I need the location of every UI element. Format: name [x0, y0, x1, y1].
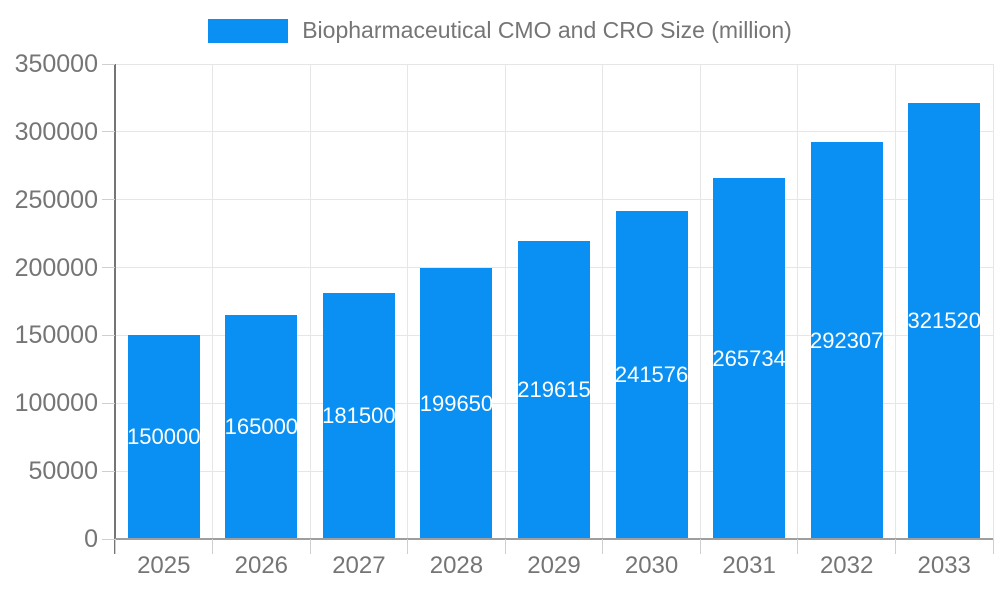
- y-gridline: [115, 131, 993, 133]
- x-gridline: [309, 64, 311, 539]
- x-gridline: [407, 64, 409, 539]
- bar-value-label: 181500: [322, 402, 395, 428]
- x-gridline: [212, 64, 214, 539]
- bar: 265734: [713, 178, 786, 539]
- x-tick: [212, 539, 214, 554]
- x-tick-label: 2026: [234, 552, 289, 579]
- x-tick: [992, 539, 994, 554]
- y-tick-label: 300000: [14, 117, 98, 146]
- y-gridline: [115, 63, 993, 65]
- x-tick-label: 2029: [527, 552, 581, 579]
- bar-value-label: 199650: [420, 390, 493, 416]
- bar: 219615: [518, 240, 590, 539]
- bar-value-label: 150000: [127, 424, 200, 450]
- bar-value-label: 321520: [908, 307, 981, 333]
- y-tick: [102, 538, 115, 540]
- y-tick-label: 350000: [14, 50, 98, 78]
- x-gridline: [699, 64, 701, 539]
- x-tick-label: 2032: [819, 552, 874, 579]
- y-tick-label: 100000: [14, 389, 98, 418]
- bar: 181500: [322, 292, 395, 539]
- x-gridline: [894, 64, 896, 539]
- bar: 199650: [420, 268, 493, 539]
- y-tick-label: 0: [84, 525, 98, 553]
- x-tick: [894, 539, 896, 554]
- y-tick: [102, 334, 115, 336]
- x-gridline: [992, 64, 994, 539]
- bar-value-label: 292307: [810, 327, 883, 353]
- x-tick-label: 2031: [722, 552, 776, 579]
- x-tick: [114, 539, 116, 554]
- x-tick-label: 2027: [332, 552, 386, 579]
- plot-area: 150000 165000 181500 199650 219615 241576 2657…: [115, 63, 994, 539]
- y-axis-line: [114, 64, 116, 554]
- y-tick-label: 150000: [14, 321, 98, 350]
- x-tick: [309, 539, 311, 554]
- bar-value-label: 165000: [225, 414, 298, 440]
- y-gridline: [115, 199, 993, 201]
- bar: 241576: [615, 211, 688, 539]
- x-tick-label: 2028: [429, 552, 484, 579]
- y-tick-label: 50000: [28, 457, 98, 486]
- x-tick-label: 2025: [137, 552, 191, 579]
- y-tick: [102, 63, 115, 65]
- bar: 321520: [908, 102, 981, 539]
- bar: 165000: [225, 315, 298, 539]
- legend-label: Biopharmaceutical CMO and CRO Size (mill…: [302, 17, 792, 43]
- chart-legend[interactable]: Biopharmaceutical CMO and CRO Size (mill…: [0, 17, 1000, 44]
- y-tick: [102, 470, 115, 472]
- bar: 292307: [810, 142, 883, 539]
- bar-value-label: 241576: [615, 362, 688, 388]
- x-tick: [504, 539, 506, 554]
- x-tick: [699, 539, 701, 554]
- x-tick: [797, 539, 799, 554]
- bar: 150000: [127, 335, 200, 539]
- y-tick-label: 200000: [14, 253, 98, 282]
- bar-value-label: 265734: [713, 345, 786, 371]
- y-tick: [102, 267, 115, 269]
- bar-value-label: 219615: [518, 376, 590, 402]
- legend-swatch: [208, 18, 289, 43]
- x-gridline: [602, 64, 604, 539]
- y-tick: [102, 199, 115, 201]
- x-tick: [407, 539, 409, 554]
- x-gridline: [504, 64, 506, 539]
- y-tick: [102, 402, 115, 404]
- x-tick-label: 2030: [624, 552, 679, 579]
- x-gridline: [797, 64, 799, 539]
- y-tick: [102, 131, 115, 133]
- y-tick-label: 250000: [14, 185, 98, 214]
- x-axis-line: [115, 538, 993, 540]
- x-tick-label: 2033: [917, 552, 971, 579]
- x-tick: [602, 539, 604, 554]
